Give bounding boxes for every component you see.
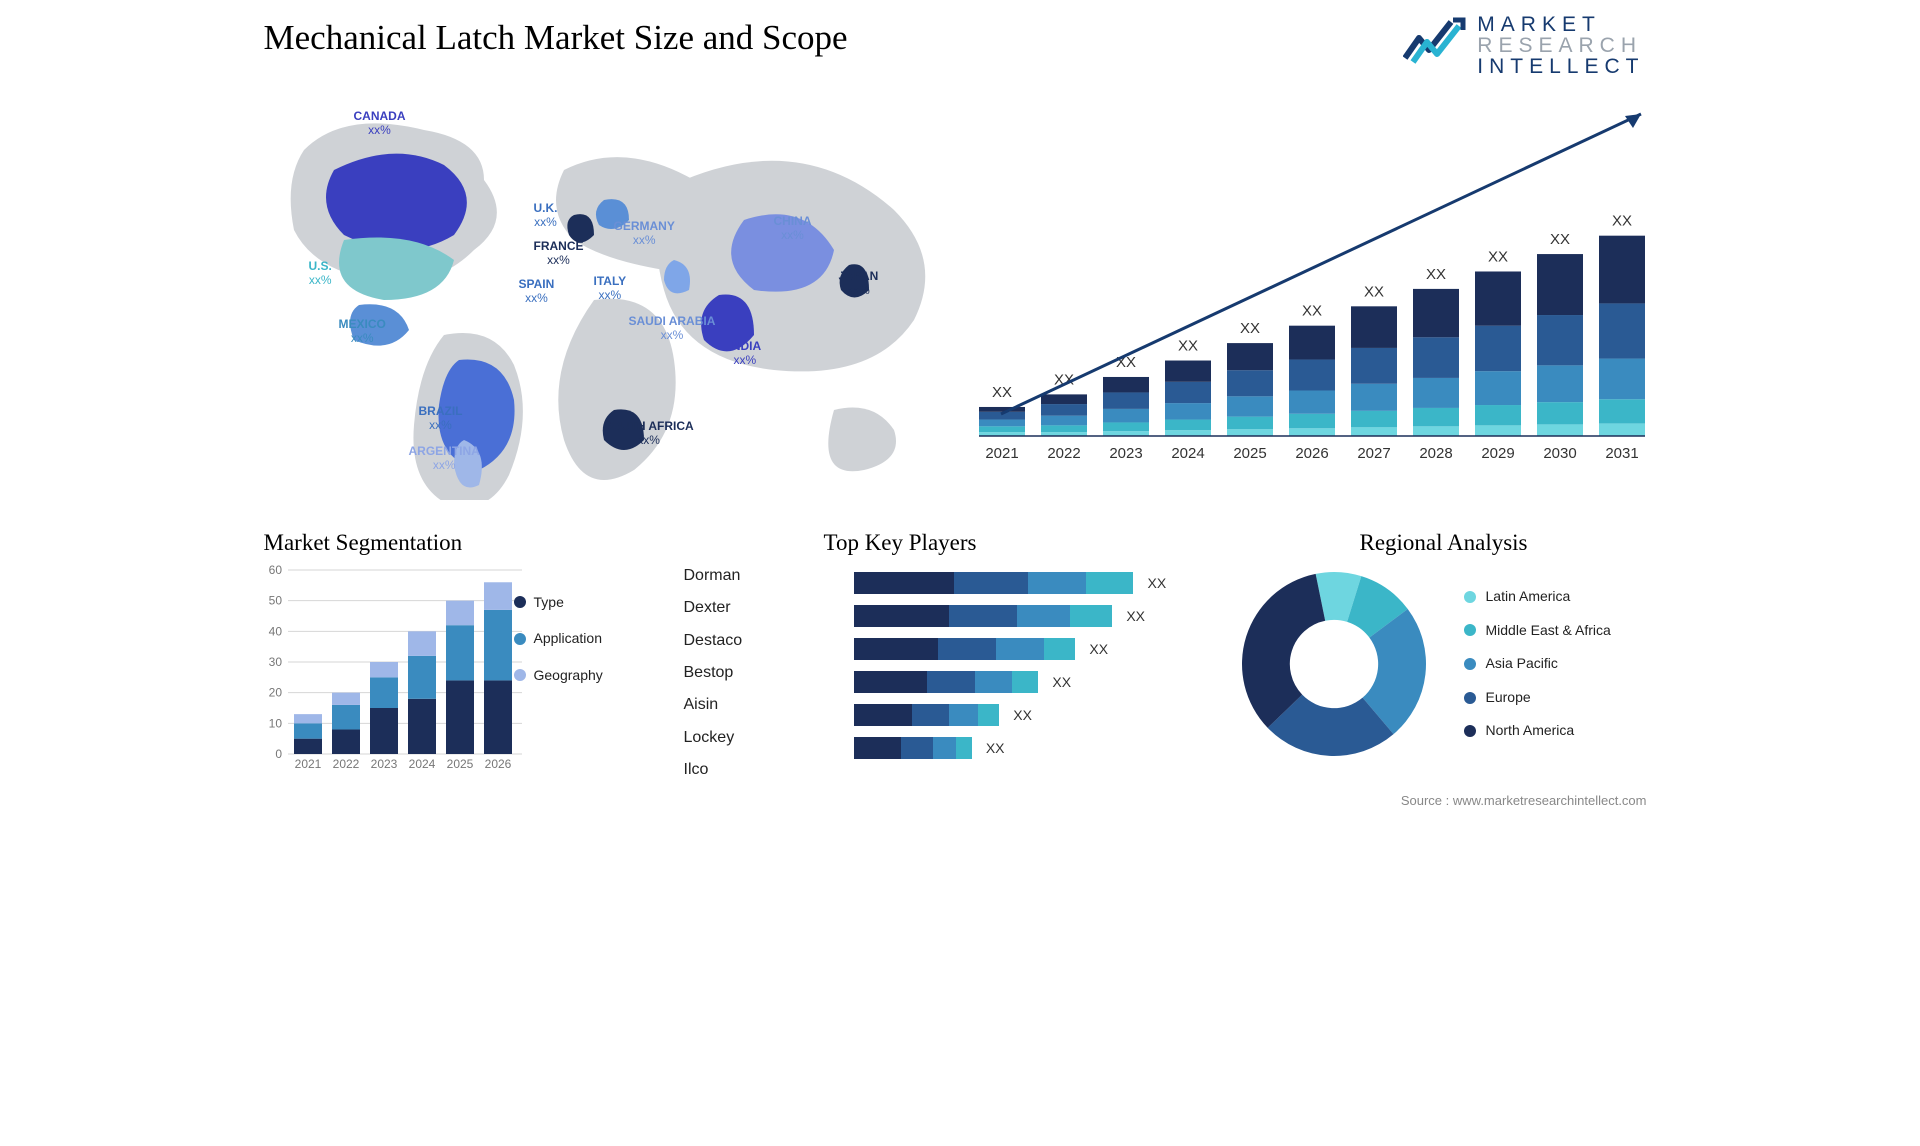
player-ilco: Ilco [684,754,743,786]
player-bar-row: XX [854,634,1214,664]
players-section: Top Key Players DormanDexterDestacoBesto… [684,530,1224,556]
player-destaco: Destaco [684,625,743,657]
world-map: CANADAxx% U.S.xx% MEXICOxx% BRAZILxx% ARGENT… [264,100,954,500]
players-bars: XXXXXXXXXXXX [854,568,1214,766]
player-bar-row: XX [854,667,1214,697]
region-europe: Europe [1464,681,1611,715]
region-north-america: North America [1464,714,1611,748]
logo-icon [1403,14,1473,74]
map-label-canada: CANADAxx% [354,110,406,138]
segmentation-title: Market Segmentation [264,530,664,556]
regional-donut [1234,564,1434,764]
segmentation-legend: TypeApplicationGeography [514,584,603,693]
svg-text:2022: 2022 [1047,445,1080,462]
forecast-chart-svg: XX 2021 XX 2022 XX 2023 XX 2024 XX 2025 XX 2026 XX 20… [969,88,1659,478]
player-dorman: Dorman [684,560,743,592]
svg-text:30: 30 [268,655,282,669]
player-bar-row: XX [854,568,1214,598]
svg-text:20: 20 [268,686,282,700]
player-aisin: Aisin [684,689,743,721]
map-label-italy: ITALYxx% [594,275,627,303]
svg-text:2026: 2026 [484,757,511,771]
svg-text:2024: 2024 [408,757,435,771]
svg-text:2031: 2031 [1605,445,1638,462]
page: Mechanical Latch Market Size and Scope M… [234,0,1687,818]
logo-line3: INTELLECT [1477,56,1644,77]
player-lockey: Lockey [684,722,743,754]
seg-legend-application: Application [514,620,603,656]
svg-text:XX: XX [1611,213,1631,230]
svg-text:2027: 2027 [1357,445,1390,462]
logo-line2: RESEARCH [1477,35,1644,56]
player-dexter: Dexter [684,592,743,624]
segmentation-section: Market Segmentation 0 10 20 30 40 50 60 2021 202… [264,530,664,777]
svg-text:2026: 2026 [1295,445,1328,462]
svg-text:2022: 2022 [332,757,359,771]
map-label-germany: GERMANYxx% [614,220,675,248]
map-label-spain: SPAINxx% [519,278,555,306]
brand-logo: MARKET RESEARCH INTELLECT [1403,14,1644,77]
svg-text:2025: 2025 [1233,445,1266,462]
region-latin-america: Latin America [1464,580,1611,614]
player-bar-row: XX [854,700,1214,730]
map-label-saudi-arabia: SAUDI ARABIAxx% [629,315,716,343]
seg-legend-geography: Geography [514,657,603,693]
svg-text:10: 10 [268,716,282,730]
map-label-argentina: ARGENTINAxx% [409,445,480,473]
page-title: Mechanical Latch Market Size and Scope [264,18,848,58]
svg-text:XX: XX [1301,303,1321,320]
svg-text:2028: 2028 [1419,445,1452,462]
map-label-u-s-: U.S.xx% [309,260,332,288]
players-list: DormanDexterDestacoBestopAisinLockeyIlco [684,560,743,786]
player-bestop: Bestop [684,657,743,689]
segmentation-chart: 0 10 20 30 40 50 60 2021 2022 2023 2024 2025 2026 [264,562,524,772]
svg-text:2030: 2030 [1543,445,1576,462]
player-bar-row: XX [854,601,1214,631]
svg-text:XX: XX [991,384,1011,401]
svg-text:XX: XX [1549,231,1569,248]
regional-legend: Latin AmericaMiddle East & AfricaAsia Pa… [1464,580,1611,748]
region-asia-pacific: Asia Pacific [1464,647,1611,681]
svg-text:40: 40 [268,624,282,638]
regional-title: Regional Analysis [1234,530,1654,556]
logo-line1: MARKET [1477,14,1644,35]
map-label-india: INDIAxx% [729,340,762,368]
map-label-mexico: MEXICOxx% [339,318,386,346]
forecast-chart: XX 2021 XX 2022 XX 2023 XX 2024 XX 2025 XX 2026 XX 20… [969,88,1659,478]
svg-text:2023: 2023 [370,757,397,771]
map-label-japan: JAPANxx% [839,270,879,298]
svg-text:2029: 2029 [1481,445,1514,462]
svg-text:2024: 2024 [1171,445,1204,462]
svg-text:2021: 2021 [985,445,1018,462]
map-label-france: FRANCExx% [534,240,584,268]
svg-text:XX: XX [1239,320,1259,337]
svg-text:XX: XX [1487,248,1507,265]
players-title: Top Key Players [824,530,1224,556]
regional-section: Regional Analysis Latin AmericaMiddle Ea… [1234,530,1654,764]
logo-text: MARKET RESEARCH INTELLECT [1477,14,1644,77]
svg-text:2023: 2023 [1109,445,1142,462]
source-text: Source : www.marketresearchintellect.com [1401,793,1647,808]
svg-text:2021: 2021 [294,757,321,771]
svg-text:XX: XX [1177,338,1197,355]
svg-text:XX: XX [1363,283,1383,300]
seg-legend-type: Type [514,584,603,620]
player-bar-row: XX [854,733,1214,763]
region-middle-east-africa: Middle East & Africa [1464,614,1611,648]
svg-text:0: 0 [275,747,282,761]
svg-text:2025: 2025 [446,757,473,771]
map-label-brazil: BRAZILxx% [419,405,463,433]
map-label-china: CHINAxx% [774,215,812,243]
svg-text:XX: XX [1425,266,1445,283]
map-label-south-africa: SOUTH AFRICAxx% [604,420,694,448]
svg-text:60: 60 [268,563,282,577]
svg-text:50: 50 [268,594,282,608]
map-label-u-k-: U.K.xx% [534,202,558,230]
